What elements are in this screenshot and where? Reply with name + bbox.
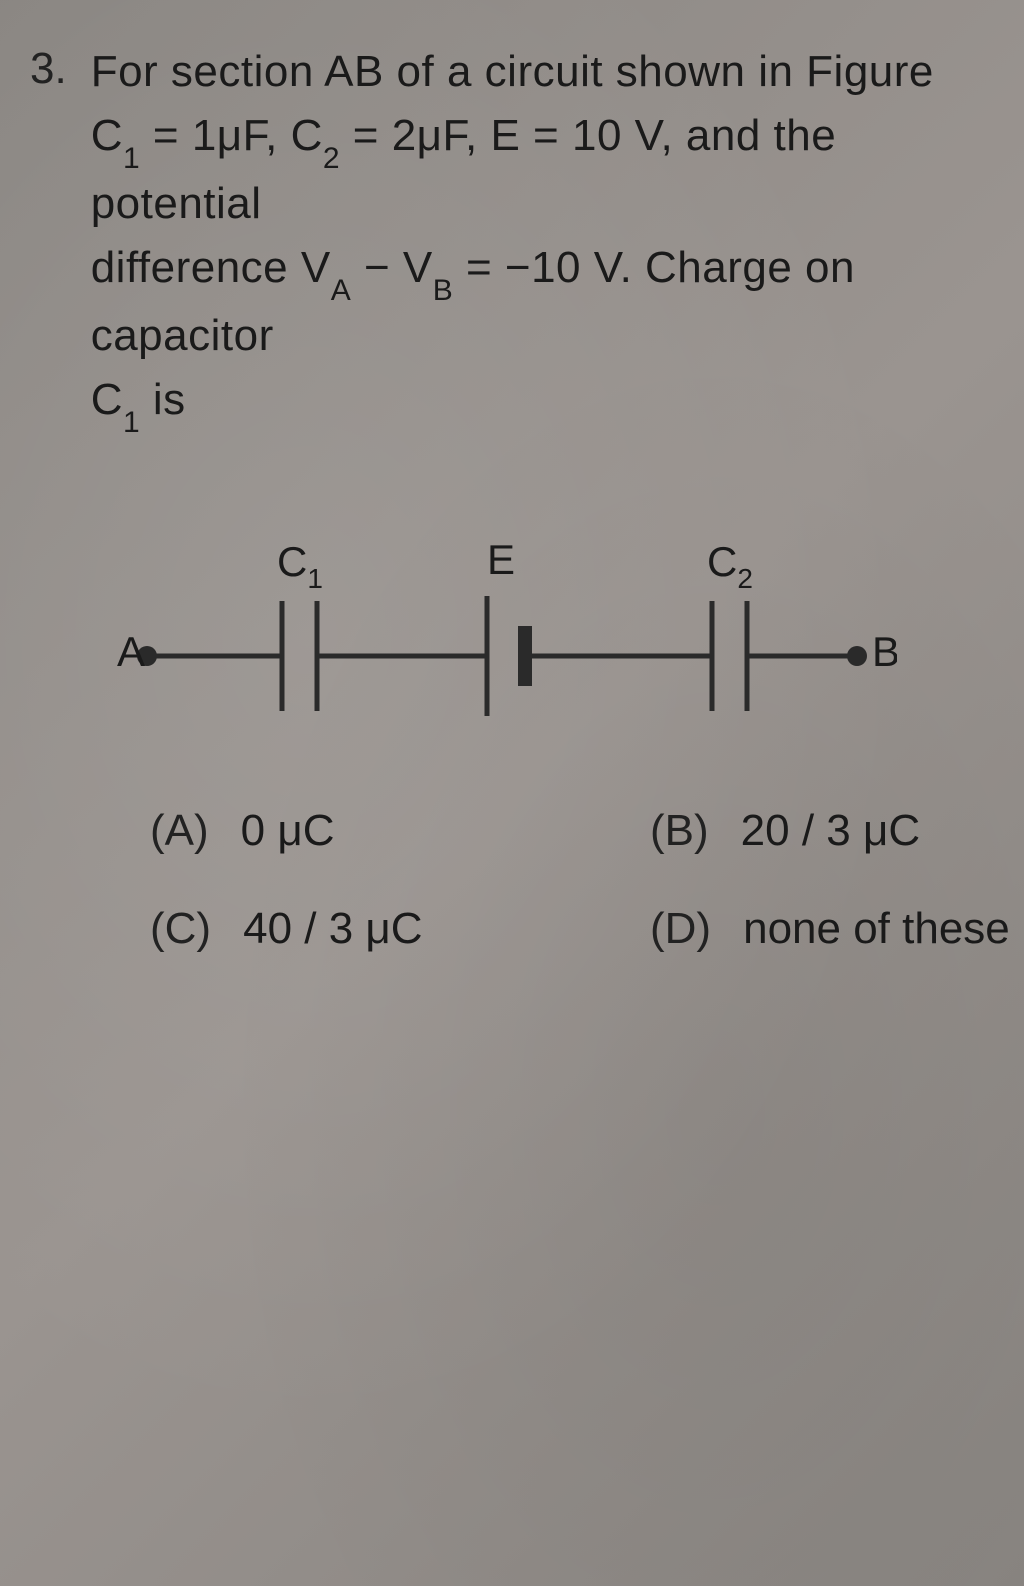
- option-b-value: 20 / 3 μC: [741, 806, 920, 856]
- option-a-value: 0 μC: [241, 806, 335, 856]
- l2s1: 1: [123, 142, 140, 175]
- l4s: 1: [123, 406, 140, 439]
- node-a-label: A: [117, 628, 145, 675]
- l3sB: B: [433, 274, 454, 307]
- option-b[interactable]: (B) 20 / 3 μC: [650, 806, 1010, 856]
- l2a: C: [91, 111, 123, 160]
- l4e: is: [140, 375, 186, 424]
- question-number: 3.: [30, 40, 67, 94]
- option-d-label: (D): [650, 904, 711, 954]
- e-label: E: [487, 536, 515, 583]
- node-b-dot: [847, 646, 867, 666]
- node-b-label: B: [872, 628, 897, 675]
- options-row-1: (A) 0 μC (B) 20 / 3 μC: [150, 806, 984, 856]
- option-a[interactable]: (A) 0 μC: [150, 806, 510, 856]
- option-d[interactable]: (D) none of these: [650, 904, 1010, 954]
- options-block: (A) 0 μC (B) 20 / 3 μC (C) 40 / 3 μC (D)…: [150, 806, 984, 954]
- l4a: C: [91, 375, 123, 424]
- option-c-label: (C): [150, 904, 211, 954]
- l3a: difference V: [91, 243, 331, 292]
- option-d-value: none of these: [743, 904, 1010, 954]
- option-c[interactable]: (C) 40 / 3 μC: [150, 904, 510, 954]
- circuit-diagram: A C1 E C2 B: [30, 486, 984, 766]
- l2m1: = 1μF, C: [140, 111, 323, 160]
- line1: For section AB of a circuit shown in Fig…: [91, 47, 934, 96]
- l3sA: A: [331, 274, 352, 307]
- option-b-label: (B): [650, 806, 709, 856]
- l2s2: 2: [323, 142, 340, 175]
- circuit-svg: A C1 E C2 B: [117, 486, 897, 766]
- option-a-label: (A): [150, 806, 209, 856]
- c1-label: C1: [277, 538, 323, 594]
- c2-label: C2: [707, 538, 753, 594]
- option-c-value: 40 / 3 μC: [243, 904, 422, 954]
- options-row-2: (C) 40 / 3 μC (D) none of these: [150, 904, 984, 954]
- l3m: − V: [351, 243, 433, 292]
- question-block: 3. For section AB of a circuit shown in …: [30, 40, 984, 436]
- question-text: For section AB of a circuit shown in Fig…: [91, 40, 984, 436]
